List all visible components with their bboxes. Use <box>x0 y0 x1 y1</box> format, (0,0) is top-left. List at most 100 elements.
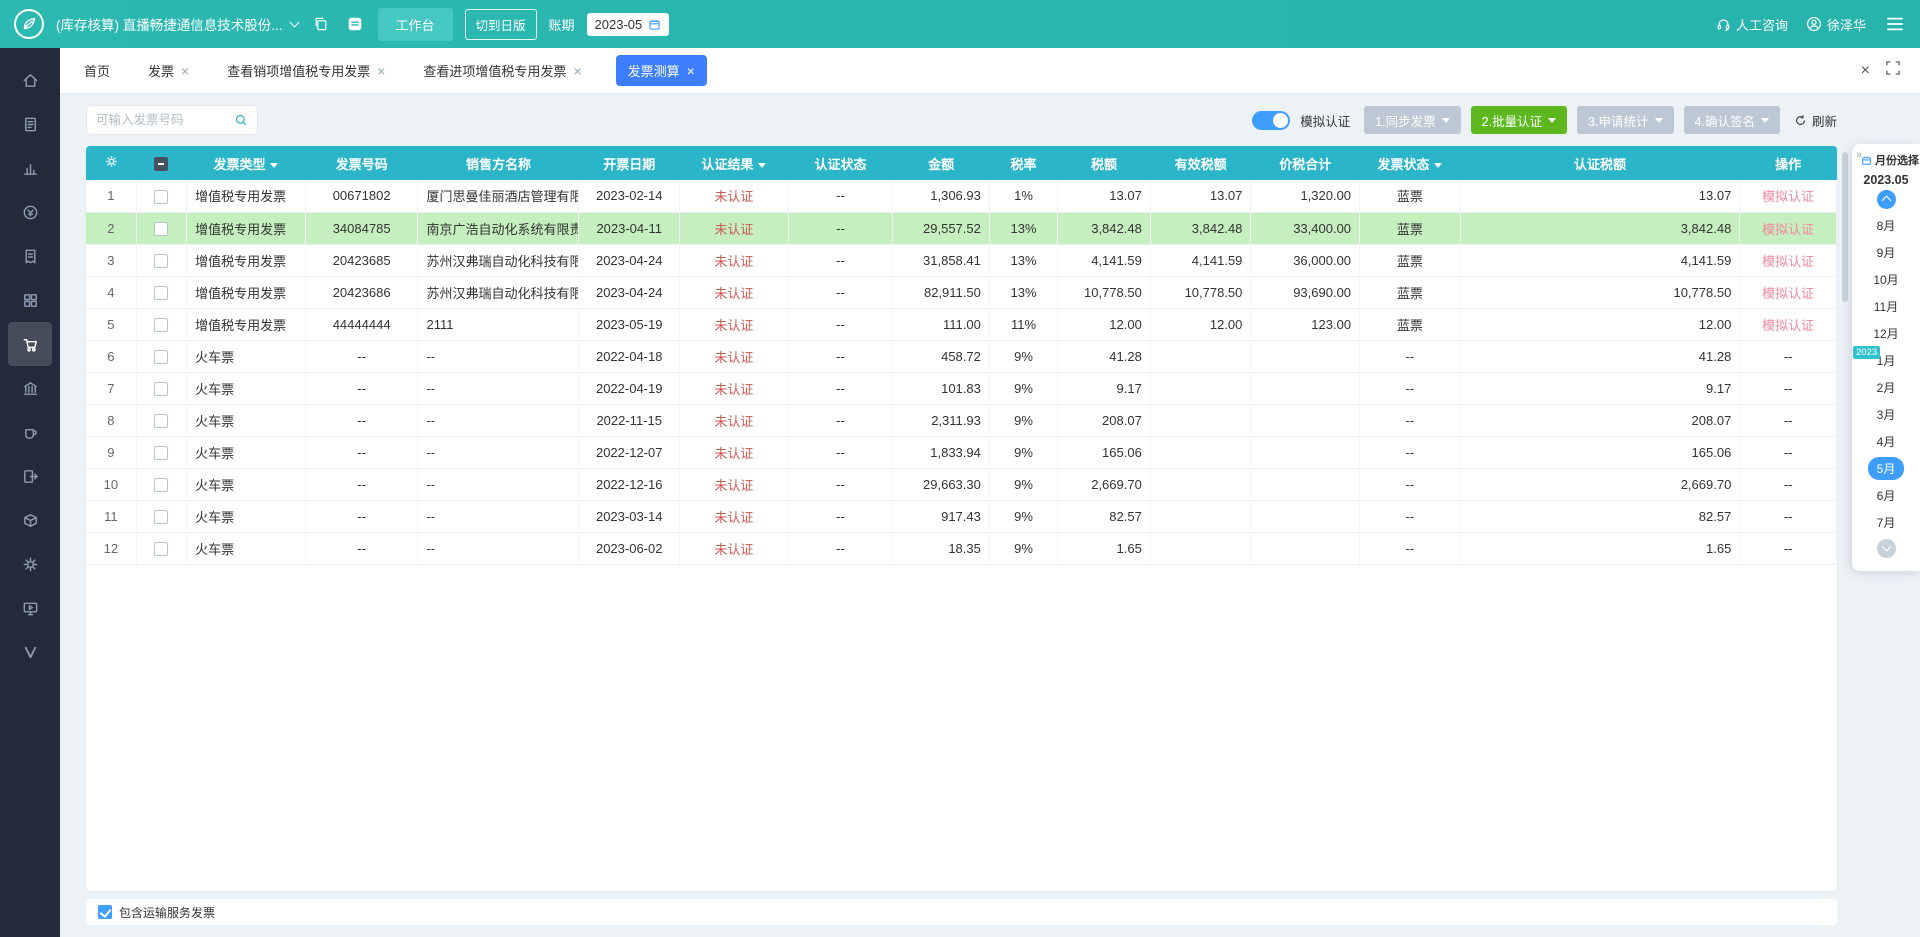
period-selector[interactable]: 2023-05 <box>586 12 670 36</box>
action-button-sync-invoices[interactable]: 1.同步发票 <box>1364 106 1461 134</box>
table-row[interactable]: 9 火车票 -- -- 2022-12-07 未认证 -- 1,833.94 9% 165.06-… <box>86 436 1837 469</box>
transport-invoice-checkbox[interactable] <box>98 905 112 919</box>
cell-date: 2022-12-16 <box>578 468 681 501</box>
scroll-up-icon[interactable] <box>1876 190 1896 209</box>
sidebar-item-purchase[interactable] <box>8 322 52 366</box>
sidebar-item-invoices[interactable] <box>8 234 52 278</box>
action-button-batch-certify[interactable]: 2.批量认证 <box>1470 106 1568 134</box>
simulate-certify-link[interactable]: 模拟认证 <box>1762 285 1815 301</box>
tab-home[interactable]: 首页 <box>80 55 114 86</box>
refresh-button[interactable]: 刷新 <box>1794 111 1837 130</box>
table-row[interactable]: 11 火车票 -- -- 2023-03-14 未认证 -- 917.43 9% 82.57 -- 8… <box>86 500 1837 533</box>
simulate-certify-link[interactable]: 模拟认证 <box>1762 317 1815 333</box>
copy-icon[interactable] <box>310 13 332 35</box>
col-header-result[interactable]: 认证结果 <box>679 146 789 180</box>
row-checkbox[interactable] <box>154 189 169 204</box>
row-checkbox[interactable] <box>154 541 169 556</box>
sidebar-item-assets[interactable] <box>8 366 52 410</box>
scroll-down-icon[interactable] <box>1876 539 1896 558</box>
row-checkbox[interactable] <box>154 285 169 300</box>
table-row[interactable]: 12 火车票 -- -- 2023-06-02 未认证 -- 18.35 9% 1.65 -- 1.6… <box>86 532 1837 565</box>
row-checkbox[interactable] <box>154 317 169 332</box>
sidebar-item-vouchers[interactable] <box>8 102 52 146</box>
sidebar-item-brand[interactable] <box>8 630 52 674</box>
month-item-11[interactable]: 11月 <box>1873 300 1899 314</box>
footer-bar: 包含运输服务发票 <box>86 899 1837 925</box>
month-item-8[interactable]: 8月 <box>1876 219 1896 233</box>
row-checkbox[interactable] <box>154 221 169 236</box>
table-row[interactable]: 5 增值税专用发票 44444444 2111 2023-05-19 未认证 -- 111.0… <box>86 308 1837 341</box>
column-settings-gear-icon[interactable] <box>104 154 119 169</box>
user-menu[interactable]: 徐泽华 <box>1806 15 1866 34</box>
tab-invoice[interactable]: 发票 × <box>144 55 193 86</box>
month-item-9[interactable]: 9月 <box>1876 246 1896 260</box>
app-logo-icon[interactable] <box>14 9 44 39</box>
sidebar-item-funds[interactable] <box>8 190 52 234</box>
tab-invoice-calc[interactable]: 发票测算 × <box>615 55 707 86</box>
search-input[interactable] <box>96 113 226 127</box>
month-item-3[interactable]: 3月 <box>1876 408 1896 422</box>
month-item-1[interactable]: 1月 <box>1876 354 1896 368</box>
switch-version-button[interactable]: 切到日版 <box>464 8 537 40</box>
month-item-10[interactable]: 10月 <box>1873 273 1899 287</box>
select-all-checkbox[interactable] <box>154 156 169 171</box>
cell-rate: 9% <box>989 340 1059 373</box>
menu-icon[interactable] <box>1884 13 1906 35</box>
table-row[interactable]: 1 增值税专用发票 00671802 厦门思曼佳丽酒店管理有限 2023-02-14 未认… <box>86 180 1837 213</box>
col-header-type[interactable]: 发票类型 <box>186 146 306 180</box>
vertical-scrollbar[interactable] <box>1842 152 1848 302</box>
workbench-button[interactable]: 工作台 <box>377 7 453 41</box>
fullscreen-icon[interactable] <box>1886 61 1900 80</box>
sidebar-item-service[interactable] <box>8 410 52 454</box>
tab-close-icon[interactable]: × <box>181 62 190 79</box>
month-item-12[interactable]: 12月 <box>1873 327 1899 341</box>
row-checkbox[interactable] <box>154 413 169 428</box>
row-checkbox[interactable] <box>154 477 169 492</box>
month-item-6[interactable]: 6月 <box>1876 489 1896 503</box>
sidebar-item-modules[interactable] <box>8 278 52 322</box>
sidebar-item-home[interactable] <box>8 58 52 102</box>
row-checkbox[interactable] <box>154 509 169 524</box>
table-row[interactable]: 6 火车票 -- -- 2022-04-18 未认证 -- 458.72 9% 41.28 -- 41… <box>86 340 1837 373</box>
sidebar-item-checkout[interactable] <box>8 454 52 498</box>
sidebar-item-inventory[interactable] <box>8 498 52 542</box>
sidebar-item-settings[interactable] <box>8 542 52 586</box>
tab-close-icon[interactable]: × <box>377 62 386 79</box>
table-row[interactable]: 10 火车票 -- -- 2022-12-16 未认证 -- 29,663.30 9% 2,669… <box>86 468 1837 501</box>
cell-status: -- <box>788 436 894 469</box>
close-all-tabs-icon[interactable]: × <box>1860 61 1870 79</box>
row-checkbox[interactable] <box>154 253 169 268</box>
simulate-certify-link[interactable]: 模拟认证 <box>1762 221 1815 237</box>
month-item-4[interactable]: 4月 <box>1876 435 1896 449</box>
company-selector[interactable]: (库存核算) 直播畅捷通信息技术股份... <box>56 14 299 34</box>
simulate-certify-toggle[interactable] <box>1252 110 1291 130</box>
row-checkbox[interactable] <box>154 349 169 364</box>
panel-collapse-icon[interactable]: » <box>1856 149 1863 161</box>
month-item-2[interactable]: 2月 <box>1876 381 1896 395</box>
table-row[interactable]: 8 火车票 -- -- 2022-11-15 未认证 -- 2,311.93 9% 208.07-… <box>86 404 1837 437</box>
tab-view-input-vat[interactable]: 查看进项增值税专用发票 × <box>419 55 585 86</box>
row-checkbox[interactable] <box>154 381 169 396</box>
support-link[interactable]: 人工咨询 <box>1716 15 1788 34</box>
list-badge-icon[interactable] <box>344 13 366 35</box>
search-icon[interactable] <box>234 113 248 127</box>
table-row[interactable]: 3 增值税专用发票 20423685 苏州汉弗瑞自动化科技有限 2023-04-24 未认… <box>86 244 1837 277</box>
row-checkbox[interactable] <box>154 445 169 460</box>
tab-close-icon[interactable]: × <box>686 62 695 79</box>
action-button-apply-statistics[interactable]: 3.申请统计 <box>1577 106 1674 134</box>
tab-view-output-vat[interactable]: 查看销项增值税专用发票 × <box>223 55 389 86</box>
sidebar-item-training[interactable] <box>8 586 52 630</box>
simulate-certify-link[interactable]: 模拟认证 <box>1762 253 1815 269</box>
action-button-confirm-signature[interactable]: 4.确认签名 <box>1683 106 1780 134</box>
tab-label: 首页 <box>84 64 111 79</box>
table-row[interactable]: 2 增值税专用发票 34084785 南京广浩自动化系统有限责 2023-04-11 未认… <box>86 212 1837 245</box>
simulate-certify-link[interactable]: 模拟认证 <box>1762 189 1815 205</box>
tab-close-icon[interactable]: × <box>573 62 582 79</box>
table-row[interactable]: 7 火车票 -- -- 2022-04-19 未认证 -- 101.83 9% 9.17 -- 9.1… <box>86 372 1837 405</box>
col-header-inv_status[interactable]: 发票状态 <box>1359 146 1461 180</box>
sidebar-item-reports[interactable] <box>8 146 52 190</box>
invoice-search[interactable] <box>86 105 258 135</box>
month-item-5[interactable]: 5月 <box>1867 457 1905 480</box>
month-item-7[interactable]: 7月 <box>1876 516 1896 530</box>
table-row[interactable]: 4 增值税专用发票 20423686 苏州汉弗瑞自动化科技有限 2023-04-24 未认… <box>86 276 1837 309</box>
